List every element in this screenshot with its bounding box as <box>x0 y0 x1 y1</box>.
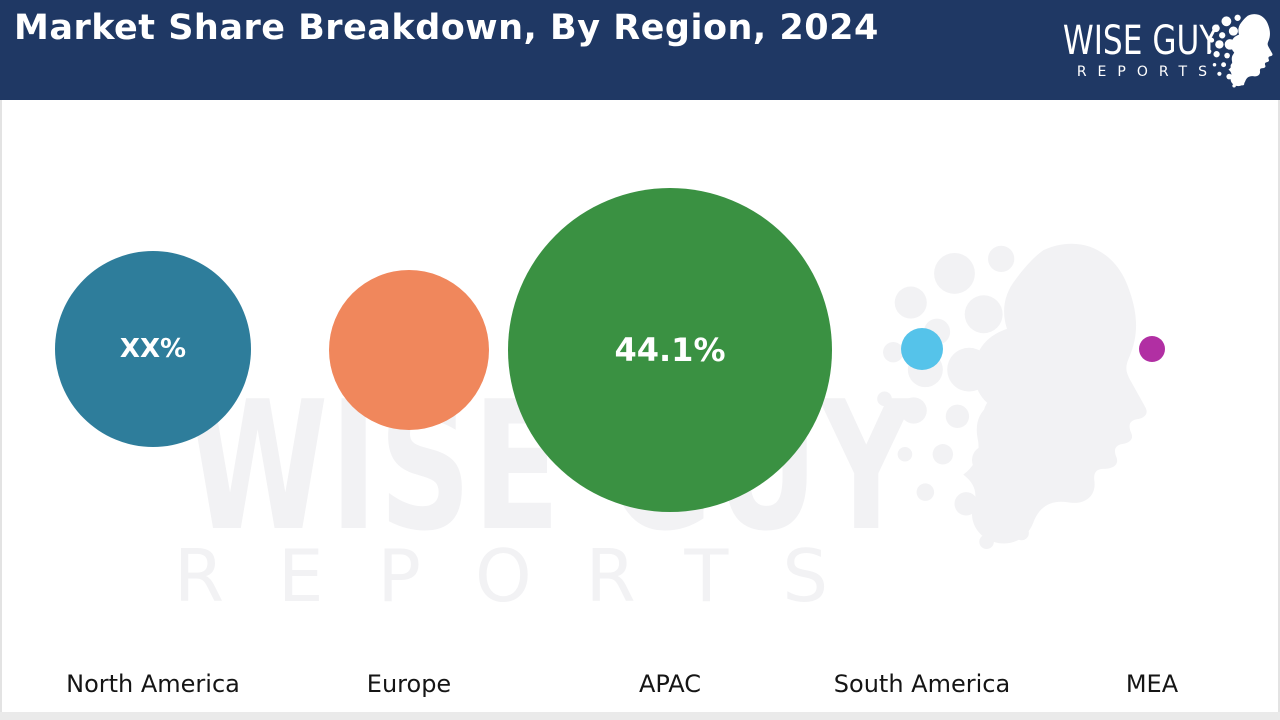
category-label-south-america: South America <box>833 670 1011 698</box>
watermark-reports: REPORTS <box>174 534 883 618</box>
brand-name: WISE GUY <box>1062 17 1218 64</box>
bubble-value-label: 44.1% <box>614 331 726 369</box>
page-title: Market Share Breakdown, By Region, 2024 <box>14 8 879 48</box>
bubble-europe <box>329 270 489 430</box>
bubble-north-america: XX% <box>55 251 251 447</box>
bubble-south-america <box>901 328 943 370</box>
brand-logo: WISE GUY REPORTS <box>1019 0 1274 100</box>
brand-text: WISE GUY REPORTS <box>1019 21 1218 80</box>
bubble-apac: 44.1% <box>508 188 832 512</box>
bubble-value-label: XX% <box>119 334 187 364</box>
bubble-mea <box>1139 336 1165 362</box>
header: Market Share Breakdown, By Region, 2024 … <box>0 0 1280 100</box>
category-label-apac: APAC <box>638 670 702 698</box>
brand-subtitle: REPORTS <box>1076 63 1218 80</box>
watermark-head-icon <box>877 243 1147 550</box>
bottom-strip <box>0 712 1280 720</box>
category-label-europe: Europe <box>366 670 452 698</box>
category-label-mea: MEA <box>1125 670 1179 698</box>
category-label-north-america: North America <box>66 670 240 698</box>
